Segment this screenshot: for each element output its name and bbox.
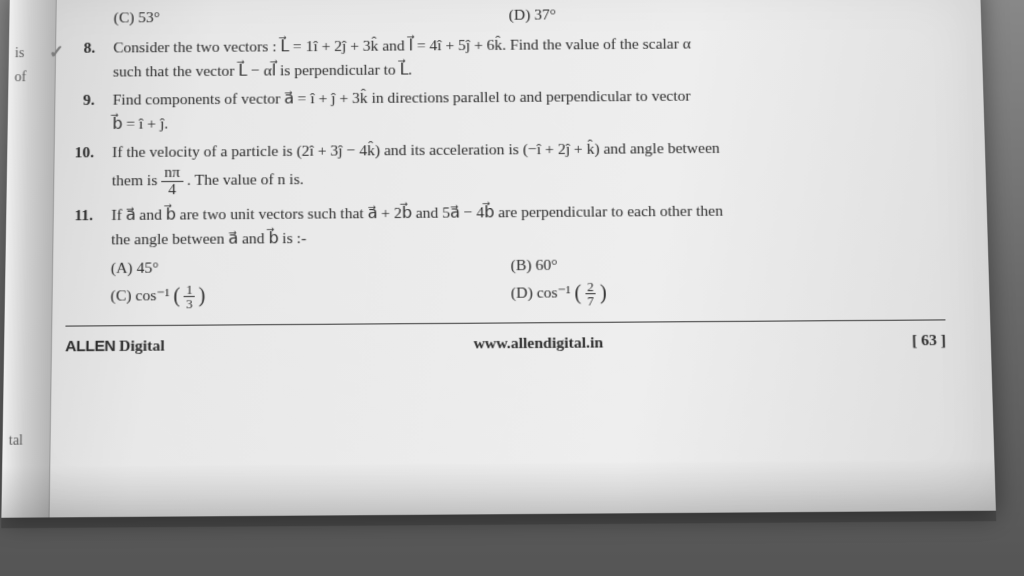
q9-line1: Find components of vector a⃗ = î + ĵ + 3…	[113, 88, 691, 109]
q11-option-d-prefix: (D) cos⁻¹	[511, 284, 571, 302]
margin-fragment-is: is	[15, 43, 25, 65]
textbook-page: is of tal (C) 53° (D) 37° ✓ 8. Consider …	[1, 0, 996, 518]
q11-line2: the angle between a⃗ and b⃗ is :-	[111, 230, 306, 249]
q11-number: 11.	[66, 204, 94, 313]
q11-d-den: 7	[585, 294, 596, 307]
q10-fraction-num: nπ	[161, 165, 183, 182]
q11-option-c-prefix: (C) cos⁻¹	[110, 287, 169, 305]
q11-c-fraction: 1 3	[184, 283, 195, 311]
q11-option-c: (C) cos⁻¹ ( 1 3 )	[110, 279, 511, 314]
footer-url: www.allendigital.in	[473, 331, 603, 357]
footer-rule	[65, 320, 945, 327]
q11-d-num: 2	[585, 280, 596, 294]
margin-fragment-of: of	[14, 67, 26, 89]
scene-background: is of tal (C) 53° (D) 37° ✓ 8. Consider …	[0, 0, 1024, 576]
paren-close-icon: )	[199, 285, 206, 308]
q10-fraction: nπ 4	[161, 165, 183, 198]
q11-option-b: (B) 60°	[511, 251, 911, 278]
hand-tick: ✓	[49, 39, 65, 67]
q10-body: If the velocity of a particle is (2î + 3…	[112, 135, 942, 197]
q10-line2-suffix: . The value of n is.	[187, 171, 304, 189]
q10-line2-prefix: them is	[112, 172, 162, 190]
q11-option-a: (A) 45°	[111, 254, 511, 281]
q11-c-num: 1	[184, 283, 195, 297]
page-binding: is of tal	[1, 0, 57, 518]
paren-open-icon: (	[574, 282, 581, 305]
footer-page-number: [ 63 ]	[912, 329, 947, 354]
q10-fraction-den: 4	[161, 182, 183, 198]
q8-body: Consider the two vectors : L⃗ = 1î + 2ĵ …	[113, 31, 939, 85]
q9-line2: b⃗ = î + ĵ.	[112, 115, 168, 133]
prev-option-d: (D) 37°	[509, 1, 904, 28]
q11-body: If a⃗ and b⃗ are two unit vectors such t…	[110, 198, 945, 313]
brand-rest: Digital	[115, 337, 165, 355]
prev-question-options: (C) 53° (D) 37°	[113, 1, 937, 31]
brand-bold: ALLEN	[65, 338, 115, 356]
margin-fragment-tal: tal	[9, 430, 24, 453]
q11-line1: If a⃗ and b⃗ are two unit vectors such t…	[111, 203, 723, 225]
brand-label: ALLEN Digital	[65, 334, 165, 359]
q8-line2: such that the vector L⃗ − αl⃗ is perpend…	[113, 61, 412, 80]
q11-c-den: 3	[184, 297, 195, 310]
q11-options: (A) 45° (B) 60° (C) cos⁻¹ ( 1 3 ) (D) co…	[110, 251, 945, 313]
paren-close-icon: )	[600, 282, 607, 305]
q8-line1: Consider the two vectors : L⃗ = 1î + 2ĵ …	[113, 35, 691, 56]
q10-number: 10.	[67, 141, 94, 198]
q10-line1: If the velocity of a particle is (2î + 3…	[112, 140, 720, 161]
q9-body: Find components of vector a⃗ = î + ĵ + 3…	[112, 83, 940, 137]
page-footer: ALLEN Digital www.allendigital.in [ 63 ]	[65, 329, 946, 360]
q11-option-d: (D) cos⁻¹ ( 2 7 )	[511, 276, 912, 311]
q11-d-fraction: 2 7	[585, 280, 596, 308]
q9-number: 9.	[68, 89, 95, 138]
prev-option-c: (C) 53°	[113, 4, 508, 31]
paren-open-icon: (	[173, 285, 180, 308]
q8-number: 8.	[69, 37, 96, 85]
